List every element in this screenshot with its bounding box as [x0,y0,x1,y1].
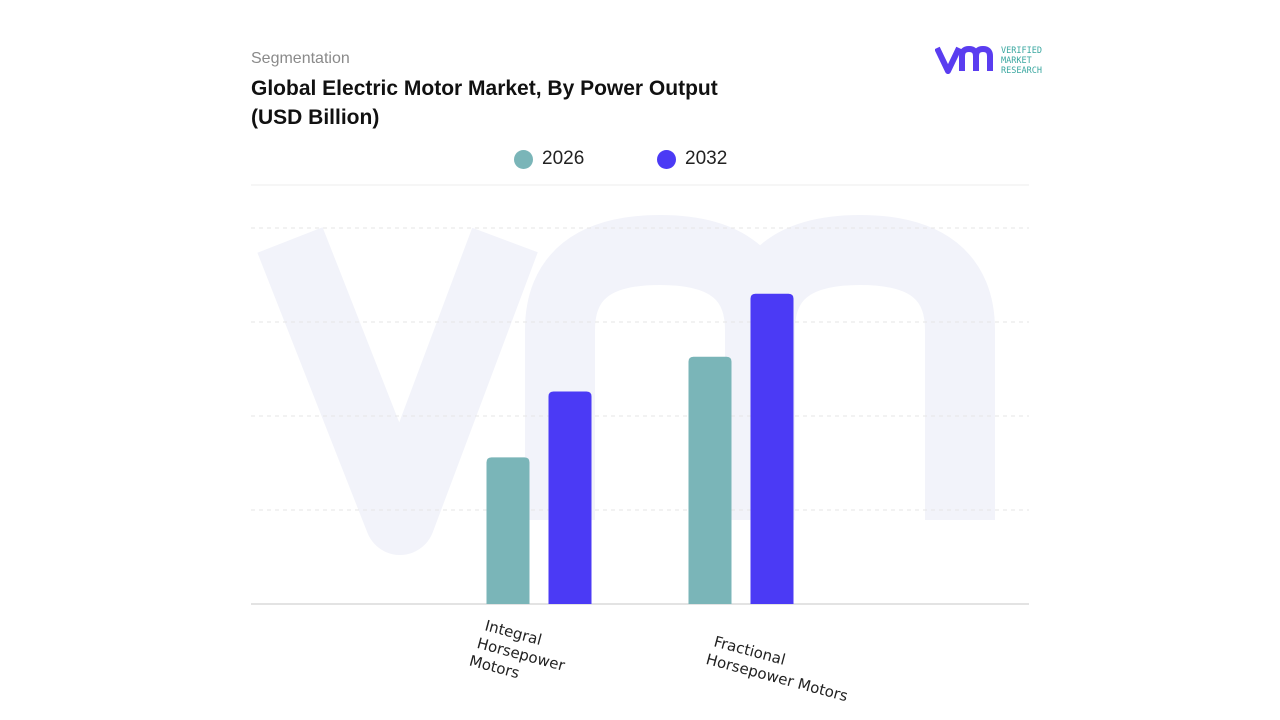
legend: 2026 2032 [0,148,1280,174]
chart-title: Global Electric Motor Market, By Power O… [251,74,771,132]
x-tick-label: FractionalHorsepower Motors [704,632,855,706]
vmr-logo: VERIFIED MARKET RESEARCH [934,44,1065,81]
legend-label: 2032 [685,148,728,169]
legend-item-2026: 2026 [514,148,584,170]
legend-label: 2026 [542,148,585,169]
bar-2032-0 [548,391,592,604]
watermark-v [257,227,538,555]
bar-2032-1 [750,293,794,604]
legend-dot-2032 [657,149,676,169]
svg-text:VERIFIED: VERIFIED [1001,46,1042,56]
segmentation-label: Segmentation [251,50,350,67]
svg-text:RESEARCH: RESEARCH [1001,66,1042,76]
title-line-1: Global Electric Motor Market, By Power O… [251,77,718,100]
title-line-2: (USD Billion) [251,106,380,129]
bar-2026-1 [688,356,732,604]
legend-dot-2026 [514,149,533,169]
bar-2026-0 [486,457,530,604]
x-tick-label: IntegralHorsepowerMotors [467,615,572,693]
svg-text:MARKET: MARKET [1001,56,1032,66]
legend-item-2032: 2032 [657,148,727,170]
